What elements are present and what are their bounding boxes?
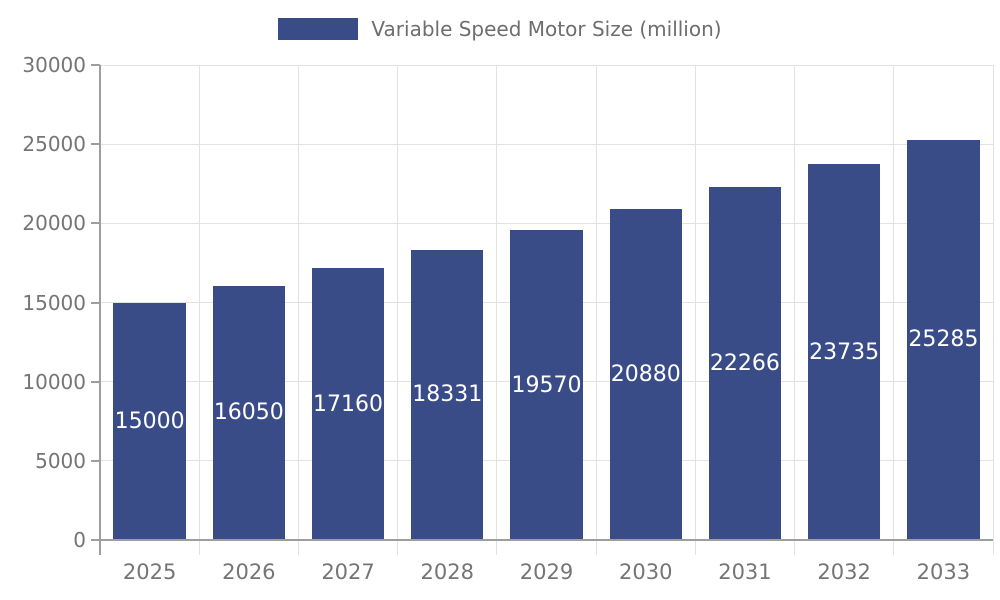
bar-value-label: 20880 [610, 362, 681, 388]
x-axis-label: 2032 [817, 560, 871, 584]
x-axis-tick [893, 540, 895, 555]
gridline-vertical [595, 65, 597, 540]
y-axis-label: 15000 [22, 290, 86, 315]
bar-2028[interactable]: 18331 [411, 249, 484, 540]
y-axis-tick [91, 459, 100, 462]
x-axis-label: 2027 [321, 560, 375, 584]
bar-2029[interactable]: 19570 [510, 230, 583, 540]
x-axis-tick [694, 540, 696, 555]
x-axis-label: 2030 [618, 560, 673, 584]
x-axis-label: 2028 [420, 560, 474, 584]
x-axis-label: 2025 [122, 560, 177, 584]
y-axis-label: 5000 [35, 448, 86, 473]
bar-value-label: 16050 [213, 400, 284, 426]
y-axis-tick [91, 222, 100, 225]
x-axis-label: 2026 [222, 560, 276, 584]
bar-2025[interactable]: 15000 [113, 302, 186, 540]
y-axis-label: 10000 [22, 369, 86, 394]
bar-2027[interactable]: 17160 [311, 268, 385, 540]
y-axis-tick [91, 380, 100, 383]
gridline-vertical [992, 65, 994, 540]
bar-value-label: 17160 [313, 391, 384, 417]
bar-2031[interactable]: 22266 [708, 187, 782, 540]
x-axis-tick [595, 540, 597, 555]
y-axis-line [99, 65, 101, 555]
bar-value-label: 22266 [709, 351, 780, 377]
gridline-horizontal [100, 222, 993, 224]
bar-value-label: 19570 [511, 372, 582, 398]
gridline-vertical [496, 65, 498, 540]
y-axis-tick [91, 64, 100, 66]
gridline-vertical [893, 65, 895, 540]
bar-value-label: 25285 [908, 327, 979, 353]
gridline-horizontal [100, 143, 993, 145]
legend-label: Variable Speed Motor Size (million) [371, 17, 722, 41]
gridline-horizontal [100, 64, 993, 66]
legend[interactable]: Variable Speed Motor Size (million) [0, 17, 1000, 41]
x-axis-label: 2033 [916, 560, 971, 584]
bar-value-label: 23735 [809, 339, 880, 365]
y-axis-label: 0 [73, 528, 86, 552]
y-axis-tick [91, 143, 100, 146]
gridline-vertical [297, 65, 299, 540]
x-axis-tick [397, 540, 399, 555]
bar-value-label: 18331 [412, 382, 483, 408]
bar-2032[interactable]: 23735 [807, 164, 881, 540]
x-axis-tick [198, 540, 200, 555]
x-axis-line [100, 539, 993, 541]
bar-2033[interactable]: 25285 [907, 139, 980, 540]
bar-2030[interactable]: 20880 [609, 209, 682, 540]
legend-swatch-icon [278, 18, 359, 40]
bar-value-label: 15000 [114, 408, 185, 434]
y-axis-label: 30000 [22, 53, 86, 77]
gridline-vertical [198, 65, 200, 540]
x-axis-tick [992, 540, 994, 555]
y-axis-label: 20000 [22, 211, 86, 236]
y-axis-label: 25000 [22, 132, 86, 157]
y-axis-tick [91, 539, 100, 541]
bar-2026[interactable]: 16050 [212, 285, 286, 540]
x-axis-tick [297, 540, 299, 555]
gridline-vertical [694, 65, 696, 540]
x-axis-label: 2031 [718, 560, 772, 584]
x-axis-label: 2029 [519, 560, 574, 584]
gridline-vertical [397, 65, 399, 540]
x-axis-tick [794, 540, 796, 555]
x-axis-tick [496, 540, 498, 555]
gridline-vertical [794, 65, 796, 540]
y-axis-tick [91, 301, 100, 304]
